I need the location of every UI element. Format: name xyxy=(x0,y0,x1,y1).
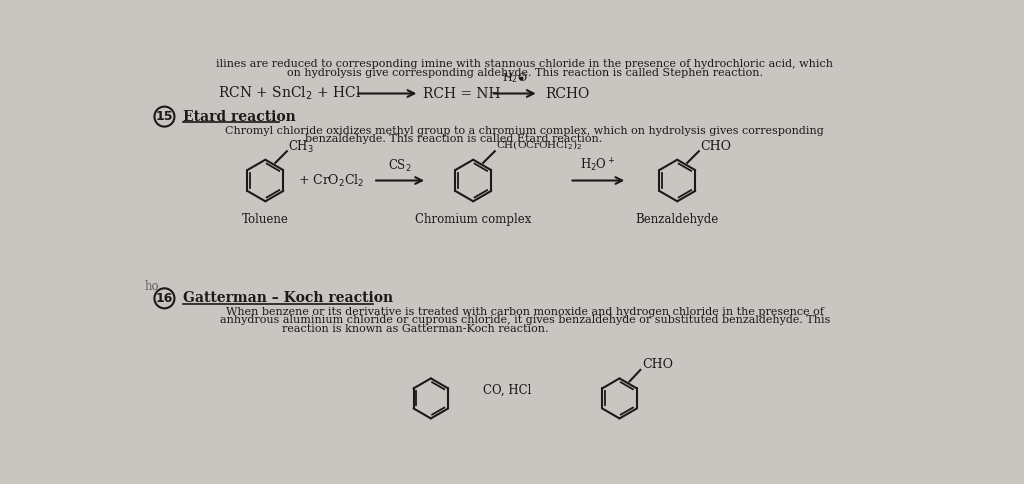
Text: CS$_2$: CS$_2$ xyxy=(388,157,412,174)
Text: Toluene: Toluene xyxy=(242,213,289,226)
Text: + CrO$_2$Cl$_2$: + CrO$_2$Cl$_2$ xyxy=(298,172,365,189)
Text: Chromyl chloride oxidizes methyl group to a chromium complex, which on hydrolysi: Chromyl chloride oxidizes methyl group t… xyxy=(225,126,824,136)
Text: CH(OCrOHCl$_2$)$_2$: CH(OCrOHCl$_2$)$_2$ xyxy=(497,138,583,152)
Text: RCHO: RCHO xyxy=(545,87,589,101)
Text: RCH = NH: RCH = NH xyxy=(423,87,501,101)
Text: 15: 15 xyxy=(156,110,173,123)
Text: Benzaldehyde: Benzaldehyde xyxy=(636,213,719,226)
Text: on hydrolysis give corresponding aldehyde. This reaction is called Stephen react: on hydrolysis give corresponding aldehyd… xyxy=(287,68,763,78)
Text: CO, HCl: CO, HCl xyxy=(483,384,531,397)
Text: When benzene or its derivative is treated with carbon monoxide and hydrogen chlo: When benzene or its derivative is treate… xyxy=(226,307,823,317)
Text: CHO: CHO xyxy=(642,358,673,371)
Text: ho: ho xyxy=(144,279,159,292)
Text: reaction is known as Gatterman-Koch reaction.: reaction is known as Gatterman-Koch reac… xyxy=(283,324,549,334)
Text: ilines are reduced to corresponding imine with stannous chloride in the presence: ilines are reduced to corresponding imin… xyxy=(216,59,834,69)
Text: Gatterman – Koch reaction: Gatterman – Koch reaction xyxy=(183,291,393,305)
Text: benzaldehyde. This reaction is called Etard reaction.: benzaldehyde. This reaction is called Et… xyxy=(305,134,602,144)
Text: CHO: CHO xyxy=(700,140,731,153)
Text: Chromium complex: Chromium complex xyxy=(415,213,531,226)
Text: H$_2$O: H$_2$O xyxy=(502,71,527,85)
Text: H$_2$O$^+$: H$_2$O$^+$ xyxy=(581,156,615,174)
Text: RCN + SnCl$_2$ + HCl: RCN + SnCl$_2$ + HCl xyxy=(218,85,361,102)
Text: Etard reaction: Etard reaction xyxy=(183,109,296,123)
Text: 16: 16 xyxy=(156,292,173,305)
Text: CH$_3$: CH$_3$ xyxy=(289,138,314,155)
Text: anhydrous aluminium chloride or cuprous chloride, it gives benzaldehyde or subst: anhydrous aluminium chloride or cuprous … xyxy=(219,315,830,325)
